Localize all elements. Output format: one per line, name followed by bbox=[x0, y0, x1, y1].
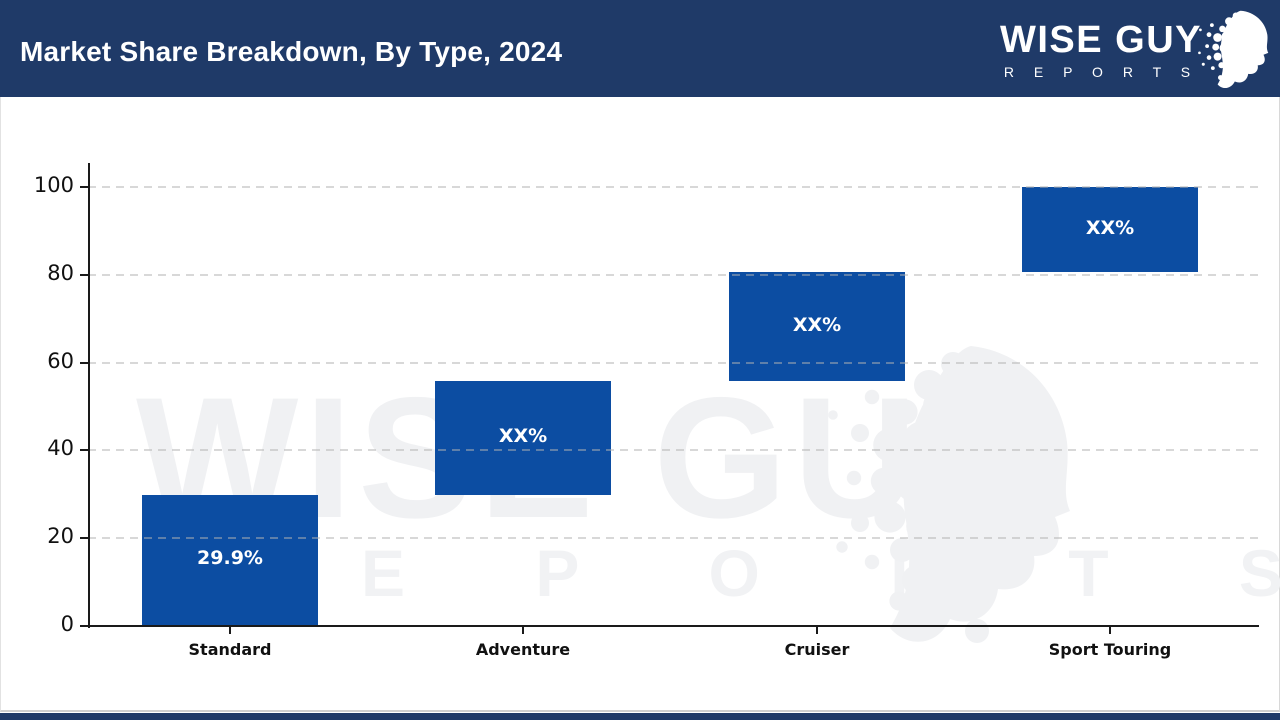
x-tick-mark bbox=[1109, 627, 1111, 634]
footer-bar bbox=[0, 713, 1280, 720]
gridline-60 bbox=[88, 361, 1258, 364]
brand-subname: R E P O R T S bbox=[1003, 63, 1199, 80]
bar-value-label: XX% bbox=[792, 313, 842, 336]
y-tick-mark bbox=[80, 273, 88, 276]
y-tick-label: 20 bbox=[47, 524, 74, 549]
y-tick-label: 60 bbox=[47, 348, 74, 373]
brand-logo-text: WISE GUY R E P O R T S bbox=[1000, 19, 1202, 80]
bar-adventure bbox=[435, 381, 611, 495]
y-tick-label: 80 bbox=[47, 260, 74, 285]
x-tick-mark bbox=[229, 627, 231, 634]
bar-value-label: XX% bbox=[1085, 216, 1135, 239]
gridline-40 bbox=[88, 449, 1258, 452]
y-tick-mark bbox=[80, 186, 88, 188]
y-axis-spine bbox=[88, 163, 90, 628]
watermark-subtext: R E P O R T S bbox=[183, 536, 1280, 610]
bar-value-label: XX% bbox=[498, 424, 548, 447]
gridline-100 bbox=[88, 186, 1258, 188]
x-tick-mark bbox=[816, 627, 818, 634]
y-tick-label: 0 bbox=[60, 612, 74, 636]
x-category-label: Sport Touring bbox=[1048, 640, 1172, 659]
watermark-face-icon bbox=[822, 346, 1070, 643]
y-tick-mark bbox=[80, 625, 88, 627]
y-tick-mark bbox=[80, 361, 88, 364]
bar-sport-touring bbox=[1022, 187, 1198, 273]
y-tick-mark bbox=[80, 537, 88, 540]
page-title: Market Share Breakdown, By Type, 2024 bbox=[20, 36, 563, 67]
header-bar: Market Share Breakdown, By Type, 2024 WI… bbox=[0, 0, 1280, 97]
y-tick-label: 40 bbox=[47, 436, 74, 461]
gridline-80 bbox=[88, 273, 1258, 276]
brand-name: WISE GUY bbox=[999, 18, 1202, 61]
y-tick-mark bbox=[80, 449, 88, 452]
logo-face-icon bbox=[1198, 10, 1269, 89]
brand-logo: WISE GUY R E P O R T S bbox=[1000, 4, 1274, 94]
bar-value-label: 29.9% bbox=[197, 547, 263, 570]
x-axis-spine bbox=[87, 625, 1259, 627]
x-tick-mark bbox=[522, 627, 524, 634]
bar-standard bbox=[142, 494, 318, 626]
gridline-20 bbox=[88, 537, 1258, 540]
x-category-label: Standard bbox=[188, 640, 272, 659]
x-category-label: Adventure bbox=[475, 640, 571, 659]
y-tick-label: 100 bbox=[33, 173, 74, 197]
x-category-label: Cruiser bbox=[784, 640, 850, 659]
